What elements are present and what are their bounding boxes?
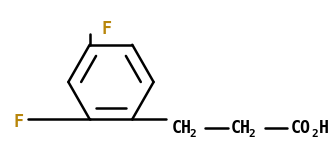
- Text: CH: CH: [171, 119, 191, 137]
- Text: 2: 2: [249, 129, 256, 139]
- Text: 2: 2: [311, 129, 318, 139]
- Text: CH: CH: [231, 119, 251, 137]
- Text: CO: CO: [290, 119, 310, 137]
- Text: H: H: [319, 119, 329, 137]
- Text: F: F: [14, 113, 24, 131]
- Text: 2: 2: [189, 129, 196, 139]
- Text: F: F: [101, 20, 111, 38]
